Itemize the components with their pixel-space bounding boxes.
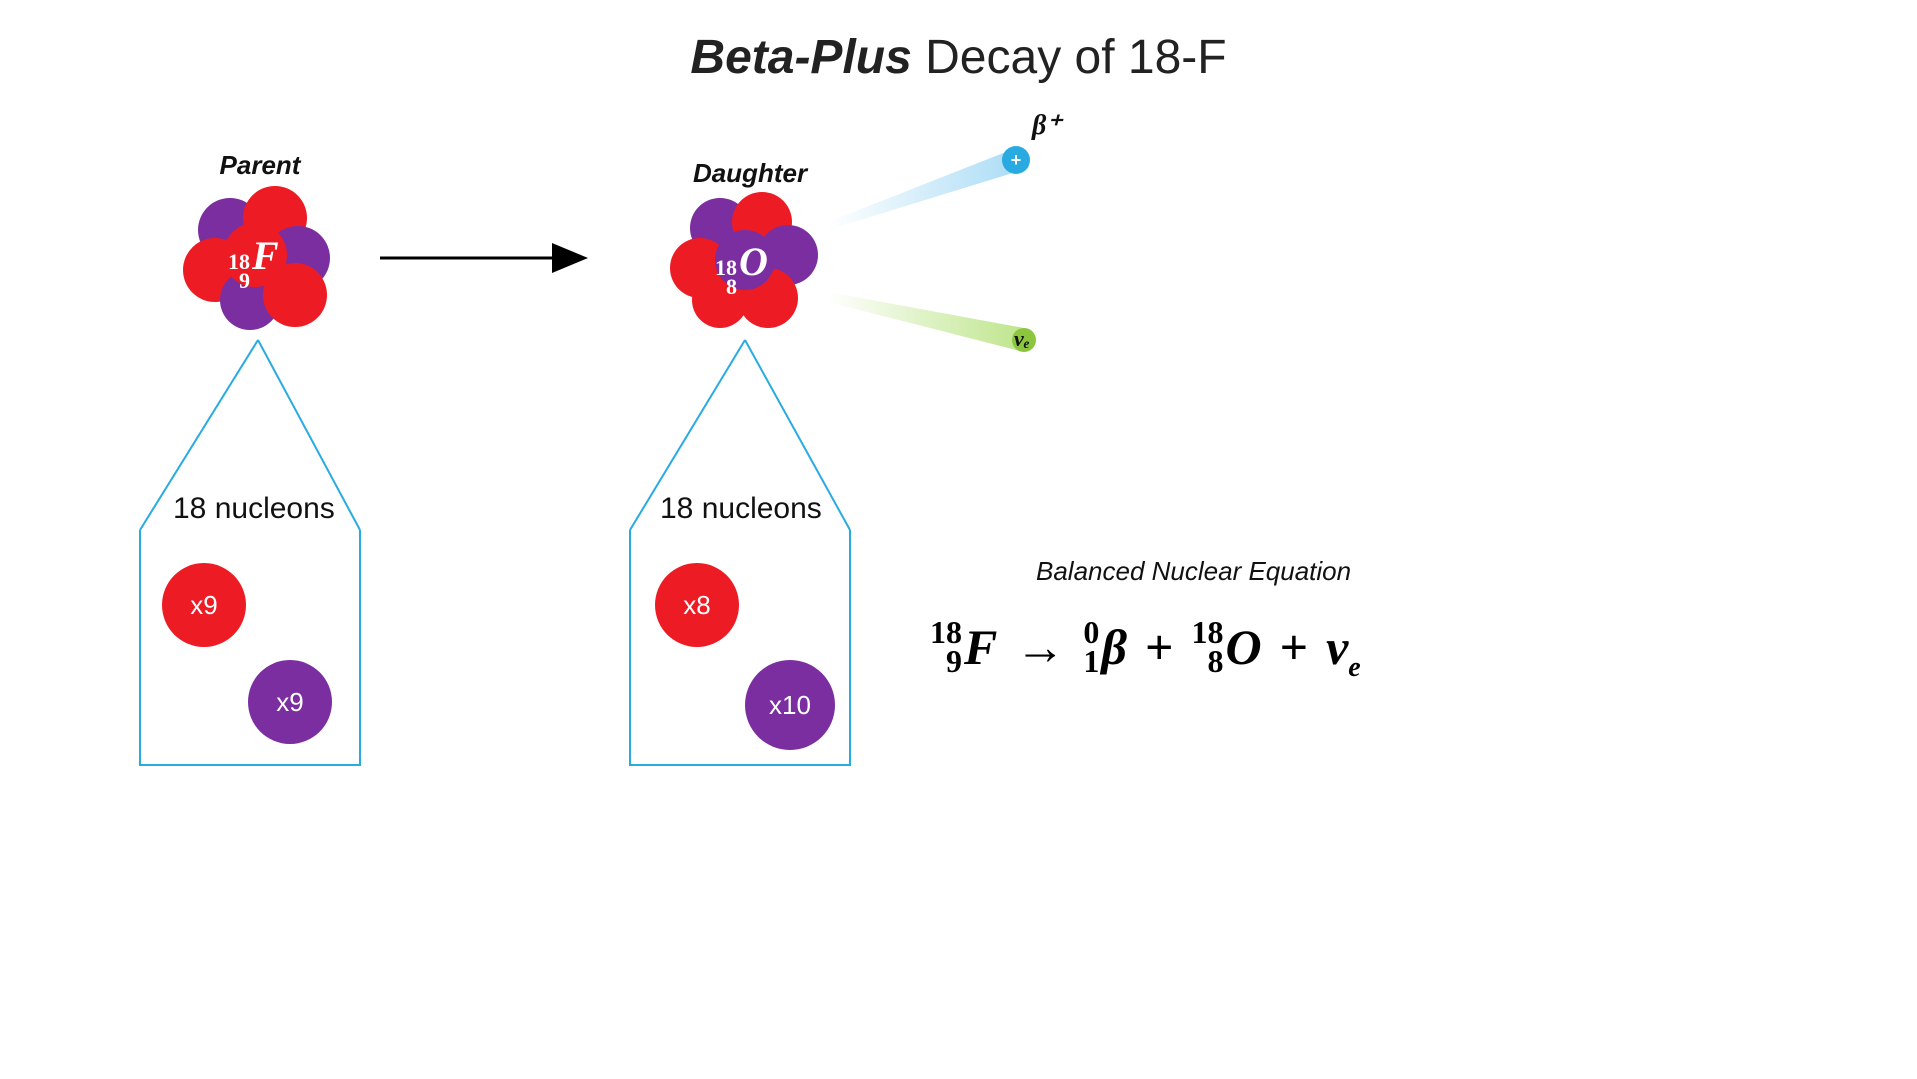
- page-title: Beta-Plus Decay of 18-F: [0, 30, 1917, 85]
- daughter-proton-count: x8: [655, 563, 739, 647]
- daughter-nucleons-label: 18 nucleons: [660, 492, 822, 526]
- positron-plus-icon: +: [1011, 150, 1022, 170]
- parent-proton-count: x9: [162, 563, 246, 647]
- neutrino-beam: [828, 292, 1024, 352]
- eq-term-neutrino: νe: [1326, 618, 1361, 676]
- title-emphasis: Beta-Plus: [690, 31, 911, 84]
- eq-arrow: →: [1015, 618, 1065, 676]
- eq-term-fluorine: 18 9 F: [930, 618, 997, 676]
- daughter-label: Daughter: [680, 158, 820, 189]
- eq-plus-1: +: [1145, 618, 1174, 676]
- parent-label: Parent: [200, 150, 320, 181]
- nuclear-equation: 18 9 F → 0 1 β + 18 8 O + νe: [930, 618, 1361, 676]
- eq-term-beta: 0 1 β: [1083, 618, 1127, 676]
- parent-nucleon-box: [140, 530, 360, 765]
- parent-isotope-label: 18 9 F: [228, 232, 279, 290]
- parent-nucleons-label: 18 nucleons: [173, 492, 335, 526]
- title-rest: Decay of 18-F: [912, 31, 1227, 84]
- eq-plus-2: +: [1280, 618, 1309, 676]
- daughter-neutron-count: x10: [745, 660, 835, 750]
- positron-particle: [1002, 146, 1030, 174]
- parent-neutron-count: x9: [248, 660, 332, 744]
- positron-label: β⁺: [1032, 108, 1061, 142]
- equation-title: Balanced Nuclear Equation: [1036, 556, 1351, 587]
- positron-beam: [828, 148, 1016, 230]
- eq-term-oxygen: 18 8 O: [1191, 618, 1261, 676]
- neutrino-label: νₑ: [1014, 326, 1030, 352]
- daughter-isotope-label: 18 8 O: [715, 238, 768, 296]
